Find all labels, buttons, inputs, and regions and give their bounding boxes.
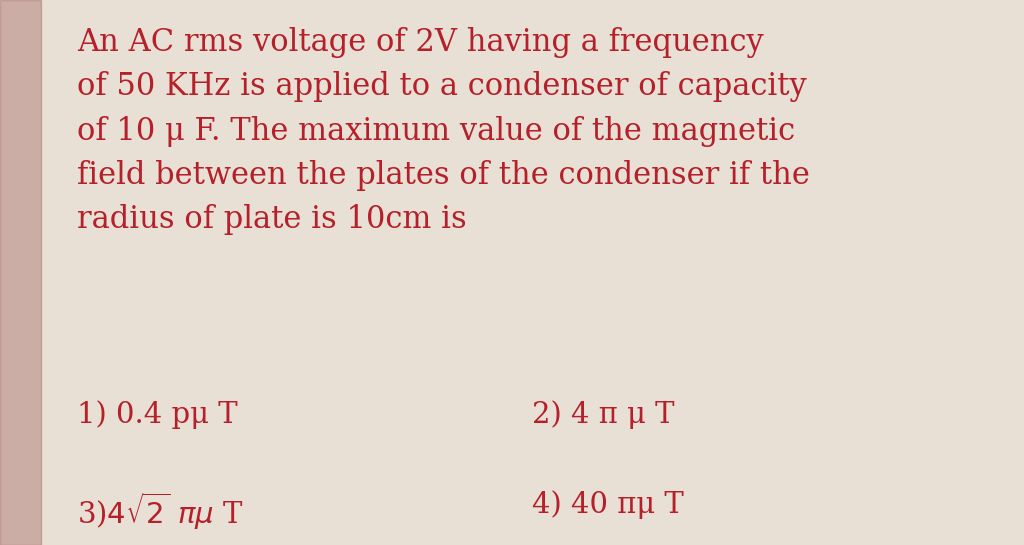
Text: 1) 0.4 pμ T: 1) 0.4 pμ T	[77, 401, 238, 429]
Text: An AC rms voltage of 2V having a frequency
of 50 KHz is applied to a condenser o: An AC rms voltage of 2V having a frequen…	[77, 27, 810, 235]
Bar	[0, 0, 41, 545]
Text: 4) 40 πμ T: 4) 40 πμ T	[532, 490, 684, 519]
Text: 2) 4 π μ T: 2) 4 π μ T	[532, 401, 675, 429]
Text: 3)$4\sqrt{2}$ $\pi\mu$ T: 3)$4\sqrt{2}$ $\pi\mu$ T	[77, 490, 244, 532]
